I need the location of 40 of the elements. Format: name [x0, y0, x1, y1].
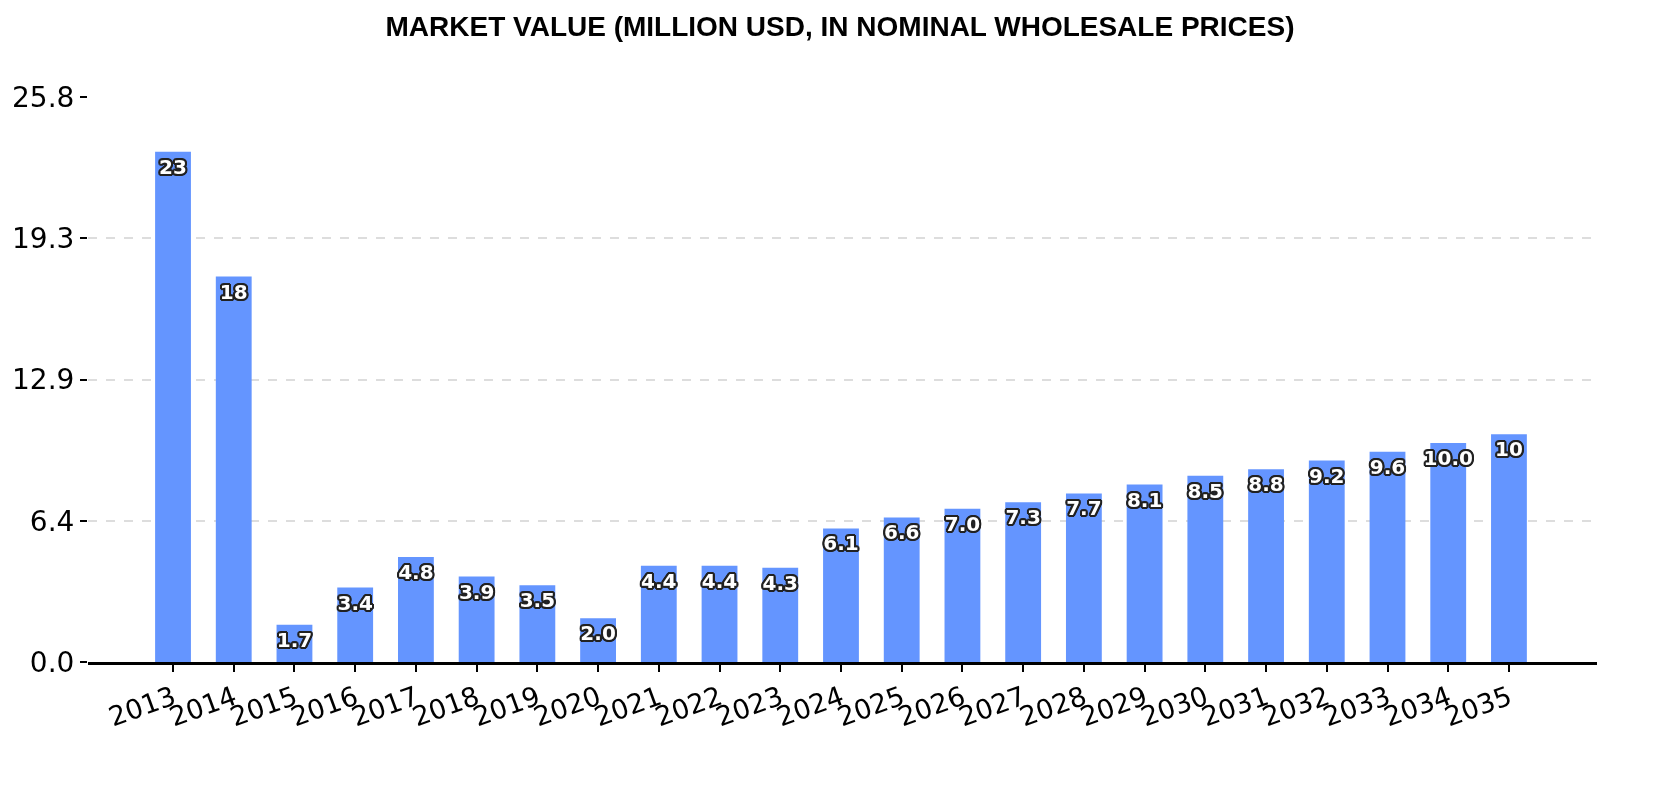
bar [823, 528, 859, 662]
bar [1248, 469, 1284, 662]
data-label: 7.3 [1005, 505, 1041, 530]
data-label: 9.2 [1309, 463, 1345, 488]
bar [1005, 502, 1042, 662]
y-tick-label: 12.9 [12, 363, 75, 397]
bar [1491, 434, 1527, 662]
bar [1369, 451, 1406, 662]
data-label: 23 [159, 154, 187, 179]
data-label: 4.3 [762, 570, 798, 595]
y-tick-label: 19.3 [12, 222, 75, 256]
chart-title: MARKET VALUE (MILLION USD, IN NOMINAL WHOLESALE PRICES) [385, 10, 1295, 42]
bar [1065, 493, 1102, 662]
data-label: 10 [1495, 437, 1523, 462]
data-label: 9.6 [1369, 454, 1406, 479]
data-label: 8.5 [1187, 478, 1224, 503]
bar [1308, 460, 1345, 662]
data-label: 8.1 [1126, 487, 1163, 512]
bar [1126, 484, 1163, 662]
bar [215, 276, 252, 662]
data-label: 6.1 [823, 531, 859, 556]
data-label: 4.8 [398, 559, 434, 584]
y-tick-label: 0.0 [29, 645, 75, 679]
data-label: 6.6 [883, 520, 920, 545]
data-label: 1.7 [276, 627, 313, 652]
data-label: 2.0 [580, 621, 616, 646]
data-label: 7.0 [944, 511, 981, 536]
data-label: 3.5 [519, 588, 556, 613]
data-label: 4.4 [641, 568, 677, 593]
bar [155, 151, 191, 662]
y-tick-label: 25.8 [12, 80, 75, 114]
data-label: 8.8 [1248, 472, 1284, 497]
bar [883, 517, 920, 662]
data-label: 18 [219, 279, 248, 304]
data-label: 7.7 [1066, 496, 1102, 521]
data-label: 3.4 [337, 590, 373, 615]
data-label: 3.9 [458, 579, 495, 604]
data-label: 4.4 [701, 568, 738, 593]
bar [1187, 475, 1224, 662]
y-tick-label: 6.4 [29, 504, 75, 538]
